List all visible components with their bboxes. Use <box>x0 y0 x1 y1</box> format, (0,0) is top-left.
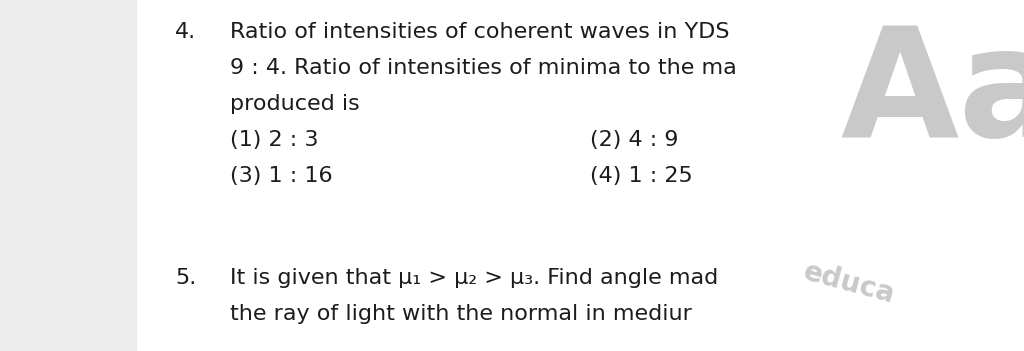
Text: Aa: Aa <box>840 20 1024 169</box>
Text: produced is: produced is <box>230 94 359 114</box>
Text: (4) 1 : 25: (4) 1 : 25 <box>590 166 693 186</box>
Text: 4.: 4. <box>175 22 197 42</box>
Text: (2) 4 : 9: (2) 4 : 9 <box>590 130 679 150</box>
Bar <box>137 0 1024 351</box>
Bar <box>0 0 137 351</box>
Text: It is given that μ₁ > μ₂ > μ₃. Find angle mad: It is given that μ₁ > μ₂ > μ₃. Find angl… <box>230 268 718 288</box>
Text: (1) 2 : 3: (1) 2 : 3 <box>230 130 318 150</box>
Text: 5.: 5. <box>175 268 197 288</box>
Text: the ray of light with the normal in mediur: the ray of light with the normal in medi… <box>230 304 692 324</box>
Text: educa: educa <box>800 258 898 309</box>
Text: 9 : 4. Ratio of intensities of minima to the ma: 9 : 4. Ratio of intensities of minima to… <box>230 58 736 78</box>
Text: Ratio of intensities of coherent waves in YDS: Ratio of intensities of coherent waves i… <box>230 22 729 42</box>
Text: (3) 1 : 16: (3) 1 : 16 <box>230 166 333 186</box>
